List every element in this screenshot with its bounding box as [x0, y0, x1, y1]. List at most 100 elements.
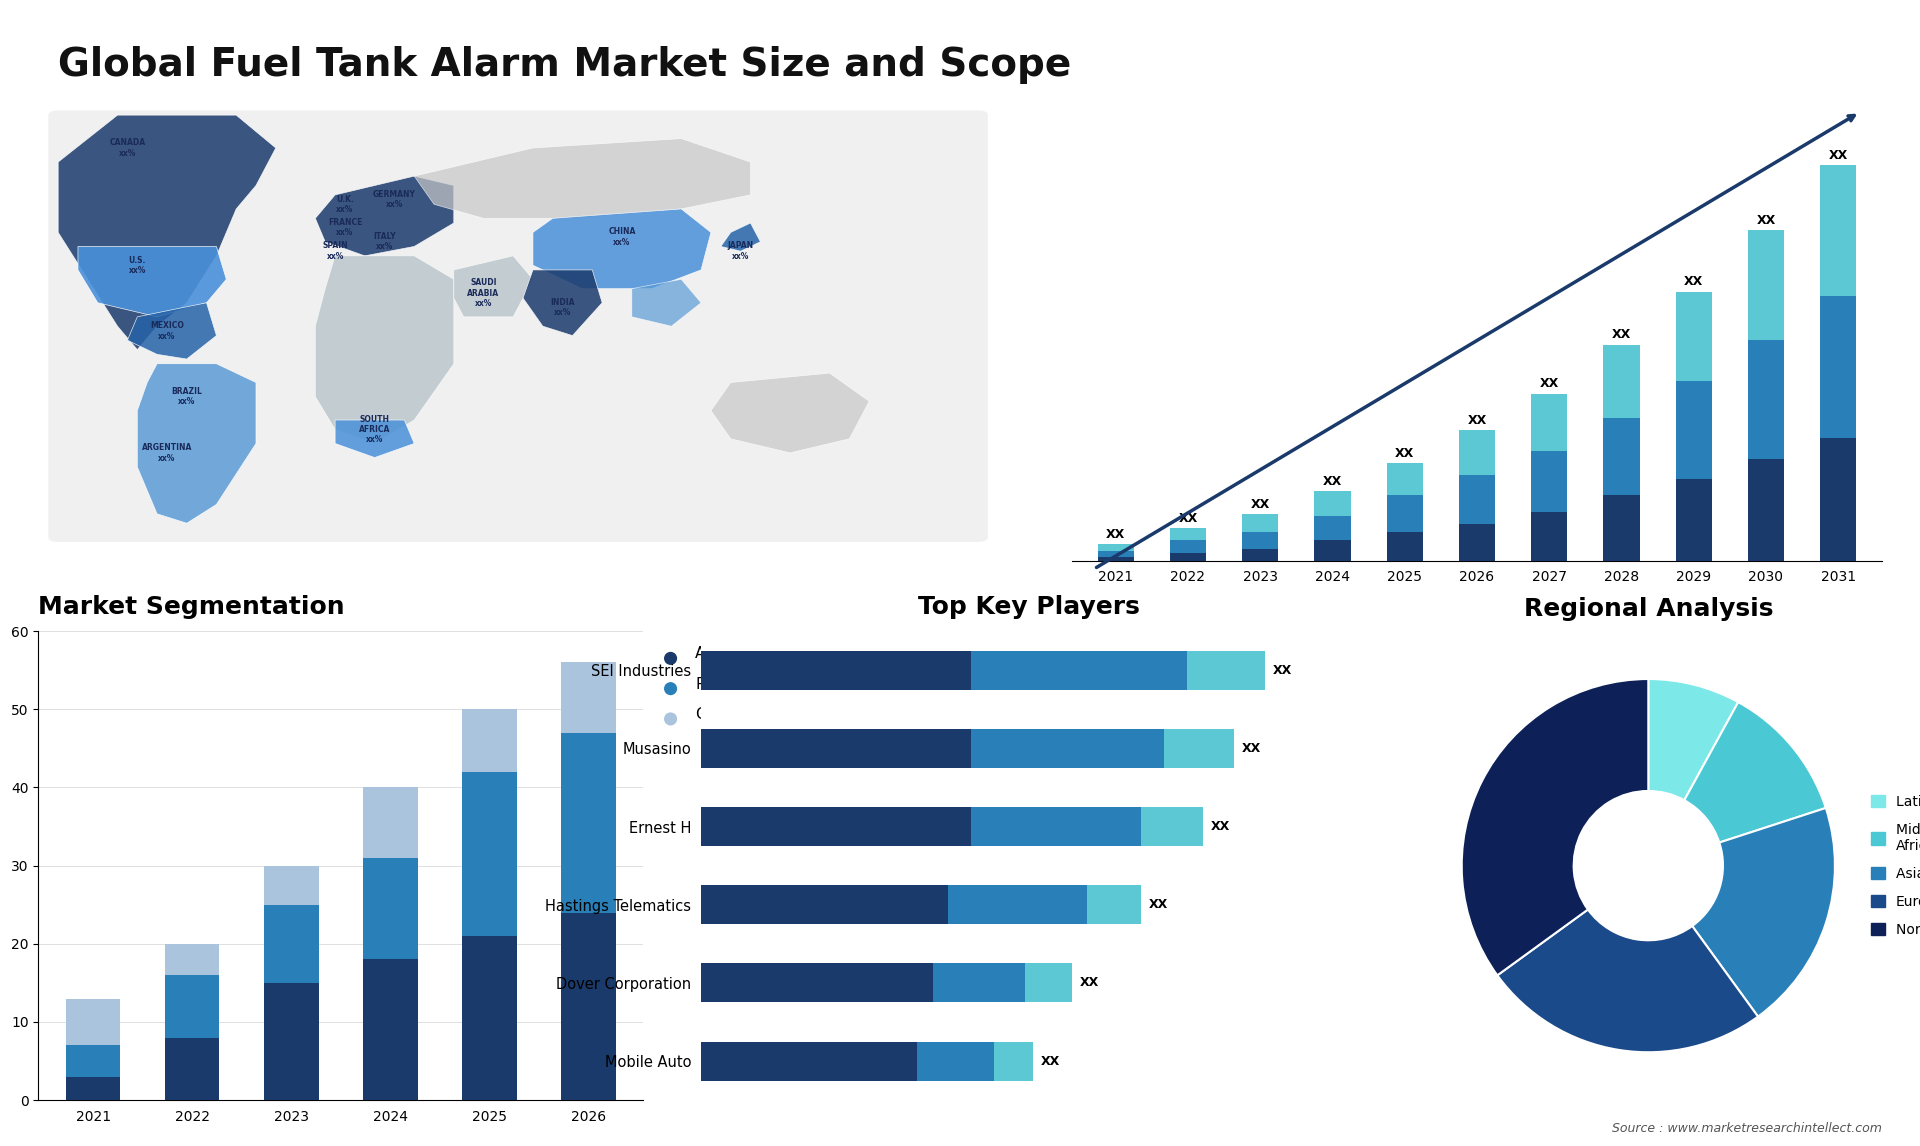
Bar	[701, 964, 933, 1003]
Polygon shape	[522, 270, 603, 336]
Bar	[165, 1037, 219, 1100]
Bar	[65, 998, 121, 1045]
Bar	[1169, 552, 1206, 560]
Text: SOUTH
AFRICA
xx%: SOUTH AFRICA xx%	[359, 415, 390, 445]
Wedge shape	[1684, 702, 1826, 842]
Bar	[1098, 550, 1135, 557]
Bar	[65, 1045, 121, 1077]
Bar	[972, 729, 1164, 768]
Bar	[1676, 479, 1713, 560]
Text: GERMANY
xx%: GERMANY xx%	[372, 190, 417, 210]
FancyBboxPatch shape	[48, 110, 989, 542]
Bar	[463, 771, 516, 936]
Bar	[948, 885, 1087, 925]
Bar	[65, 1077, 121, 1100]
Wedge shape	[1461, 680, 1649, 975]
Bar	[1187, 651, 1265, 690]
Bar	[701, 885, 948, 925]
Text: CHINA
xx%: CHINA xx%	[609, 227, 636, 246]
Polygon shape	[720, 223, 760, 251]
Bar	[463, 709, 516, 771]
Polygon shape	[58, 115, 276, 350]
Bar	[1087, 885, 1140, 925]
Bar	[363, 959, 417, 1100]
Bar	[1315, 492, 1350, 516]
Bar	[1315, 516, 1350, 541]
Bar	[1603, 495, 1640, 560]
Text: XX: XX	[1242, 741, 1261, 755]
Text: Market Segmentation: Market Segmentation	[38, 596, 346, 620]
Text: XX: XX	[1684, 275, 1703, 289]
Bar	[1676, 291, 1713, 382]
Bar	[1747, 340, 1784, 458]
Bar	[701, 807, 972, 846]
Text: JAPAN
xx%: JAPAN xx%	[728, 242, 755, 261]
Polygon shape	[415, 139, 751, 219]
Text: XX: XX	[1323, 476, 1342, 488]
Bar	[1747, 458, 1784, 560]
Polygon shape	[632, 280, 701, 327]
Text: ITALY
xx%: ITALY xx%	[372, 233, 396, 251]
Bar	[1025, 964, 1071, 1003]
Bar	[561, 732, 616, 912]
Text: XX: XX	[1212, 821, 1231, 833]
Polygon shape	[315, 256, 453, 444]
Text: SPAIN
xx%: SPAIN xx%	[323, 242, 348, 261]
Bar	[1459, 430, 1496, 476]
Bar	[701, 651, 972, 690]
Bar	[1242, 532, 1279, 549]
Bar	[561, 662, 616, 732]
Bar	[1098, 544, 1135, 550]
Bar	[363, 858, 417, 959]
Text: Global Fuel Tank Alarm Market Size and Scope: Global Fuel Tank Alarm Market Size and S…	[58, 46, 1071, 84]
Text: XX: XX	[1757, 214, 1776, 227]
Text: U.S.
xx%: U.S. xx%	[129, 256, 146, 275]
Text: SAUDI
ARABIA
xx%: SAUDI ARABIA xx%	[467, 278, 499, 308]
Bar	[1603, 345, 1640, 418]
Text: XX: XX	[1179, 512, 1198, 525]
Text: XX: XX	[1250, 497, 1269, 511]
Polygon shape	[710, 374, 870, 453]
Bar	[701, 729, 972, 768]
Bar	[165, 944, 219, 975]
Text: XX: XX	[1828, 149, 1847, 162]
Text: XX: XX	[1079, 976, 1098, 989]
Bar	[1820, 165, 1857, 296]
Title: Top Key Players: Top Key Players	[918, 596, 1140, 620]
Text: FRANCE
xx%: FRANCE xx%	[328, 218, 363, 237]
Bar	[1169, 541, 1206, 552]
Title: Regional Analysis: Regional Analysis	[1524, 597, 1772, 621]
Bar	[265, 983, 319, 1100]
Bar	[972, 651, 1187, 690]
Text: XX: XX	[1396, 447, 1415, 460]
Bar	[1386, 463, 1423, 495]
Text: XX: XX	[1148, 898, 1167, 911]
Wedge shape	[1647, 680, 1738, 800]
Bar	[972, 807, 1140, 846]
Bar	[1820, 296, 1857, 439]
Text: XX: XX	[1467, 414, 1486, 427]
Text: INDIA
xx%: INDIA xx%	[551, 298, 574, 317]
Text: XX: XX	[1041, 1054, 1060, 1068]
Text: XX: XX	[1540, 377, 1559, 391]
Text: CANADA
xx%: CANADA xx%	[109, 139, 146, 158]
Bar	[1676, 382, 1713, 479]
Text: U.K.
xx%: U.K. xx%	[336, 195, 353, 214]
Bar	[1242, 549, 1279, 560]
Bar	[265, 904, 319, 983]
Bar	[1459, 524, 1496, 560]
Polygon shape	[127, 303, 217, 359]
Bar	[1459, 476, 1496, 524]
Bar	[561, 912, 616, 1100]
Bar	[701, 1042, 918, 1081]
Bar	[165, 975, 219, 1037]
Text: MEXICO
xx%: MEXICO xx%	[150, 321, 184, 340]
Legend: Latin America, Middle East &
Africa, Asia Pacific, Europe, North America: Latin America, Middle East & Africa, Asi…	[1864, 790, 1920, 942]
Text: XX: XX	[1613, 328, 1632, 342]
Wedge shape	[1498, 910, 1759, 1052]
Bar	[363, 787, 417, 858]
Polygon shape	[453, 256, 534, 316]
Wedge shape	[1692, 808, 1836, 1017]
Text: XX: XX	[1273, 664, 1292, 676]
Polygon shape	[534, 209, 710, 289]
